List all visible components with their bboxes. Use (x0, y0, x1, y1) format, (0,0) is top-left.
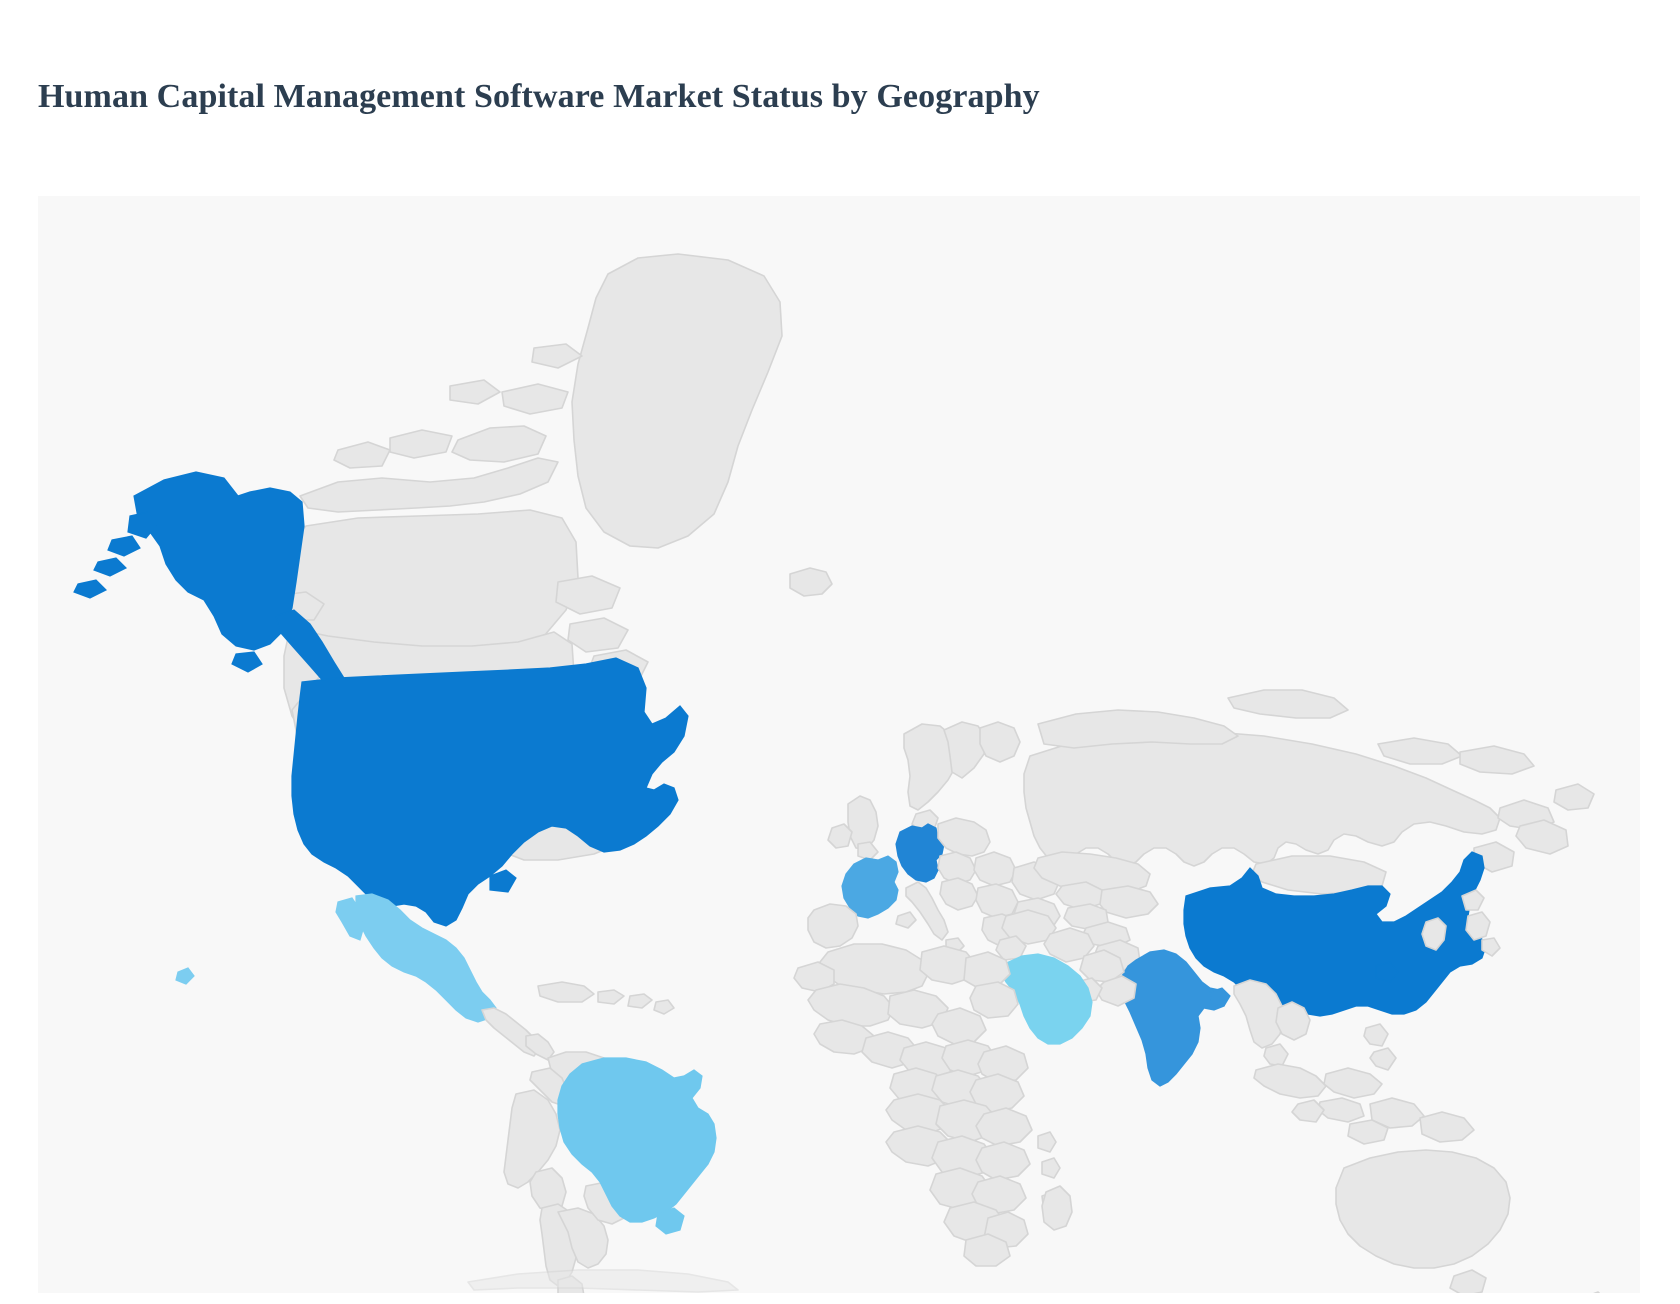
country-iceland[interactable] (789, 567, 833, 597)
country-japan[interactable] (1461, 889, 1501, 957)
country-france[interactable] (841, 855, 899, 919)
country-india[interactable] (1119, 949, 1231, 1087)
region-koreas[interactable] (1421, 917, 1447, 951)
region-alaska-united-states[interactable] (73, 471, 345, 691)
region-hawaii[interactable] (175, 967, 195, 985)
country-united-states[interactable] (291, 657, 689, 927)
region-uk-ireland[interactable] (827, 795, 879, 861)
world-map-panel: .c { fill:#e7e7e7; stroke:#d5d5d5; strok… (38, 196, 1640, 1293)
world-map-svg[interactable]: .c { fill:#e7e7e7; stroke:#d5d5d5; strok… (38, 196, 1640, 1293)
region-north-africa[interactable] (793, 943, 1019, 1045)
country-brazil[interactable] (557, 1057, 717, 1235)
country-greenland[interactable] (571, 253, 783, 549)
page-title: Human Capital Management Software Market… (38, 78, 1040, 115)
country-madagascar[interactable] (1041, 1185, 1073, 1231)
region-antarctic-hint (467, 1269, 739, 1293)
region-southeast-asia[interactable] (1233, 979, 1475, 1145)
region-central-america[interactable] (481, 1007, 555, 1061)
country-new-zealand[interactable] (1552, 1291, 1608, 1293)
region-scandinavia[interactable] (903, 721, 1021, 833)
region-iberia[interactable] (807, 903, 859, 949)
region-caribbean[interactable] (537, 981, 675, 1015)
region-central-asia[interactable] (1033, 851, 1159, 971)
region-sub-saharan-africa[interactable] (813, 1019, 1063, 1267)
country-russia[interactable] (1023, 689, 1595, 873)
country-germany[interactable] (895, 823, 945, 883)
country-australia[interactable] (1335, 1149, 1511, 1293)
country-philippines[interactable] (1363, 1023, 1397, 1071)
